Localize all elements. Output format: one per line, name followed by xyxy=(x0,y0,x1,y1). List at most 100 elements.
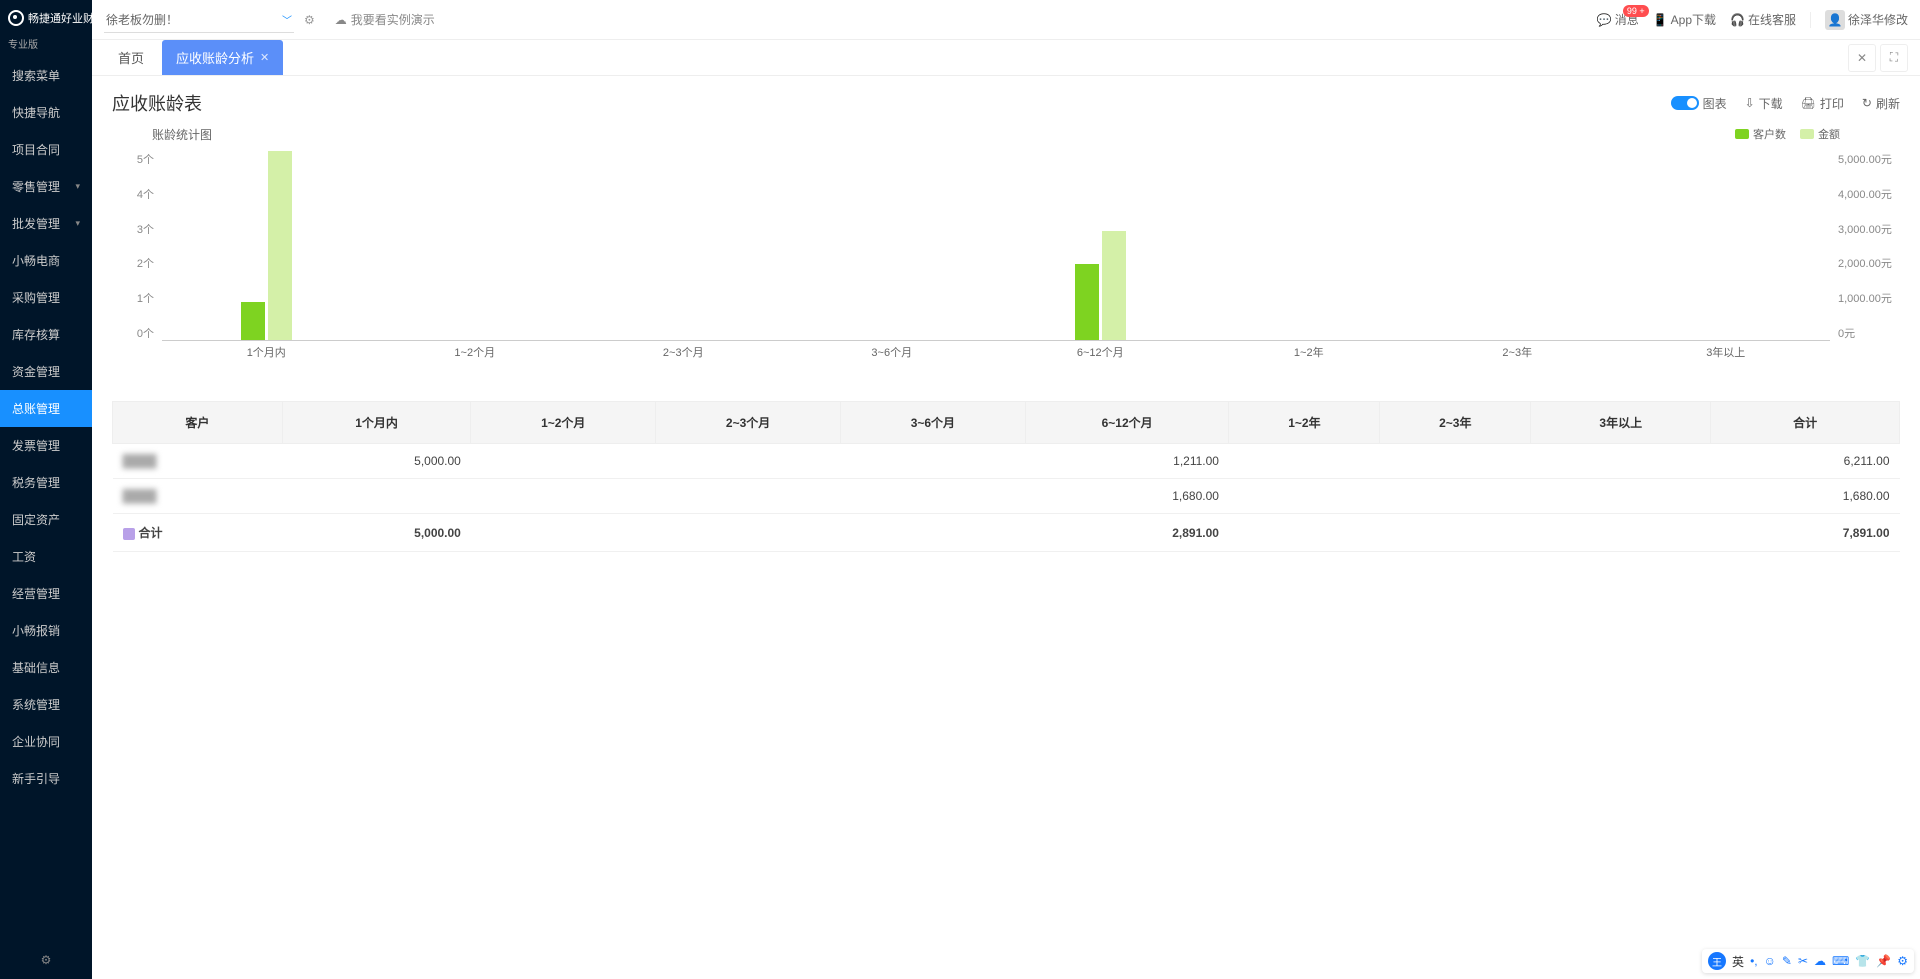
ime-lang[interactable]: 英 xyxy=(1732,953,1744,970)
nav-item[interactable]: 搜索菜单 xyxy=(0,57,92,94)
nav-item[interactable]: 采购管理 xyxy=(0,279,92,316)
service-label: 在线客服 xyxy=(1748,11,1796,28)
nav-item-label: 批发管理 xyxy=(12,215,60,232)
app-download-button[interactable]: 📱 App下载 xyxy=(1653,11,1716,28)
ime-cloud-icon[interactable]: ☁ xyxy=(1814,954,1826,968)
legend-swatch xyxy=(1800,129,1814,139)
table-header-cell: 3年以上 xyxy=(1531,402,1711,444)
nav-item-label: 固定资产 xyxy=(12,511,60,528)
nav-item[interactable]: 企业协同 xyxy=(0,723,92,760)
refresh-button[interactable]: ↻ 刷新 xyxy=(1862,95,1900,112)
data-cell xyxy=(840,479,1025,514)
total-cell xyxy=(840,514,1025,552)
user-name: 徐泽华修改 xyxy=(1848,11,1908,28)
nav-item[interactable]: 快捷导航 xyxy=(0,94,92,131)
ime-badge[interactable]: 王 xyxy=(1708,952,1726,970)
user-menu[interactable]: 👤 徐泽华修改 xyxy=(1825,10,1908,30)
x-axis-label: 6~12个月 xyxy=(1077,344,1124,360)
customer-cell: ████ xyxy=(113,479,283,514)
nav-item[interactable]: 资金管理 xyxy=(0,353,92,390)
settings-icon[interactable]: ⚙ xyxy=(0,941,92,979)
tab-close-icon[interactable]: ✕ xyxy=(260,51,269,64)
ime-pin-icon[interactable]: 📌 xyxy=(1876,954,1891,968)
nav-item[interactable]: 发票管理 xyxy=(0,427,92,464)
data-cell: 1,680.00 xyxy=(1711,479,1900,514)
nav-item[interactable]: 新手引导 xyxy=(0,760,92,797)
refresh-label: 刷新 xyxy=(1876,95,1900,112)
ime-punct-icon[interactable]: •, xyxy=(1750,954,1758,968)
tabs-close-all[interactable]: ✕ xyxy=(1848,44,1876,72)
nav-item[interactable]: 批发管理 ▾ xyxy=(0,205,92,242)
chart-category: 3~6个月 xyxy=(788,151,997,340)
nav-item-label: 库存核算 xyxy=(12,326,60,343)
nav-item[interactable]: 经营管理 xyxy=(0,575,92,612)
ime-keyboard-icon[interactable]: ⌨ xyxy=(1832,954,1849,968)
nav-item-label: 总账管理 xyxy=(12,400,60,417)
y-axis-left: 5个4个3个2个1个0个 xyxy=(112,151,162,341)
data-cell xyxy=(282,479,471,514)
nav-item[interactable]: 固定资产 xyxy=(0,501,92,538)
y-left-tick: 5个 xyxy=(137,151,154,167)
nav-menu: 搜索菜单快捷导航项目合同零售管理▾ 批发管理 ▾ 小畅电商采购管理库存核算资金管理总账… xyxy=(0,57,92,941)
demo-link[interactable]: ☁ 我要看实例演示 xyxy=(335,11,435,28)
support-button[interactable]: 🎧 在线客服 xyxy=(1730,11,1796,28)
x-axis-label: 3年以上 xyxy=(1706,344,1745,360)
ime-toolbar[interactable]: 王 英 •, ☺ ✎ ✂ ☁ ⌨ 👕 📌 ⚙ xyxy=(1702,949,1914,973)
ime-person-icon[interactable]: 👕 xyxy=(1855,954,1870,968)
tab[interactable]: 首页 xyxy=(104,40,158,75)
ime-edit-icon[interactable]: ✎ xyxy=(1782,954,1792,968)
toggle-switch[interactable] xyxy=(1671,96,1699,110)
ime-gear-icon[interactable]: ⚙ xyxy=(1897,954,1908,968)
print-button[interactable]: 🖨 打印 xyxy=(1801,95,1844,112)
bar-customers xyxy=(1075,264,1099,340)
y-right-tick: 3,000.00元 xyxy=(1838,221,1892,237)
chart-category: 2~3个月 xyxy=(579,151,788,340)
y-left-tick: 0个 xyxy=(137,325,154,341)
ime-scissors-icon[interactable]: ✂ xyxy=(1798,954,1808,968)
brand-name: 畅捷通好业财 xyxy=(28,10,94,26)
chart-category: 1个月内 xyxy=(162,151,371,340)
messages-button[interactable]: 💬 消息 99 + xyxy=(1597,11,1639,28)
tab[interactable]: 应收账龄分析✕ xyxy=(162,40,283,75)
nav-item[interactable]: 税务管理 xyxy=(0,464,92,501)
org-selector[interactable]: 徐老板勿删！ ﹀ xyxy=(104,7,294,33)
nav-item[interactable]: 基础信息 xyxy=(0,649,92,686)
legend-label: 客户数 xyxy=(1753,126,1786,142)
table-row: ████5,000.001,211.006,211.00 xyxy=(113,444,1900,479)
nav-item[interactable]: 小畅报销 xyxy=(0,612,92,649)
avatar-icon: 👤 xyxy=(1825,10,1845,30)
total-cell xyxy=(1380,514,1531,552)
chart-category: 1~2年 xyxy=(1205,151,1414,340)
chevron-down-icon: ▾ xyxy=(75,181,80,192)
main-area: 徐老板勿删！ ﹀ ⚙ ☁ 我要看实例演示 💬 消息 99 + 📱 App下载 xyxy=(92,0,1920,979)
chart-title: 账龄统计图 xyxy=(152,126,1900,143)
table-row: ████1,680.001,680.00 xyxy=(113,479,1900,514)
total-cell xyxy=(471,514,656,552)
table-header-cell: 1~2年 xyxy=(1229,402,1380,444)
chart-toggle-label: 图表 xyxy=(1703,95,1727,112)
nav-item[interactable]: 工资 xyxy=(0,538,92,575)
table-header-cell: 6~12个月 xyxy=(1025,402,1229,444)
nav-item[interactable]: 库存核算 xyxy=(0,316,92,353)
total-cell: 5,000.00 xyxy=(282,514,471,552)
nav-item[interactable]: 总账管理 xyxy=(0,390,92,427)
ime-smile-icon[interactable]: ☺ xyxy=(1764,954,1776,968)
y-right-tick: 1,000.00元 xyxy=(1838,290,1892,306)
tabs-fullscreen[interactable]: ⛶ xyxy=(1880,44,1908,72)
download-btn-label: 下载 xyxy=(1759,95,1783,112)
data-cell xyxy=(1380,479,1531,514)
x-axis-label: 2~3个月 xyxy=(663,344,704,360)
download-button[interactable]: ⇩ 下载 xyxy=(1745,95,1783,112)
topbar: 徐老板勿删！ ﹀ ⚙ ☁ 我要看实例演示 💬 消息 99 + 📱 App下载 xyxy=(92,0,1920,40)
nav-item[interactable]: 小畅电商 xyxy=(0,242,92,279)
nav-item-label: 发票管理 xyxy=(12,437,60,454)
org-settings-icon[interactable]: ⚙ xyxy=(304,13,315,27)
chevron-down-icon: ▾ xyxy=(75,218,80,229)
chart-category: 2~3年 xyxy=(1413,151,1622,340)
chart-toggle[interactable]: 图表 xyxy=(1671,95,1727,112)
y-left-tick: 4个 xyxy=(137,186,154,202)
nav-item[interactable]: 系统管理 xyxy=(0,686,92,723)
nav-item[interactable]: 项目合同 xyxy=(0,131,92,168)
nav-item[interactable]: 零售管理▾ xyxy=(0,168,92,205)
nav-item-label: 小畅电商 xyxy=(12,252,60,269)
